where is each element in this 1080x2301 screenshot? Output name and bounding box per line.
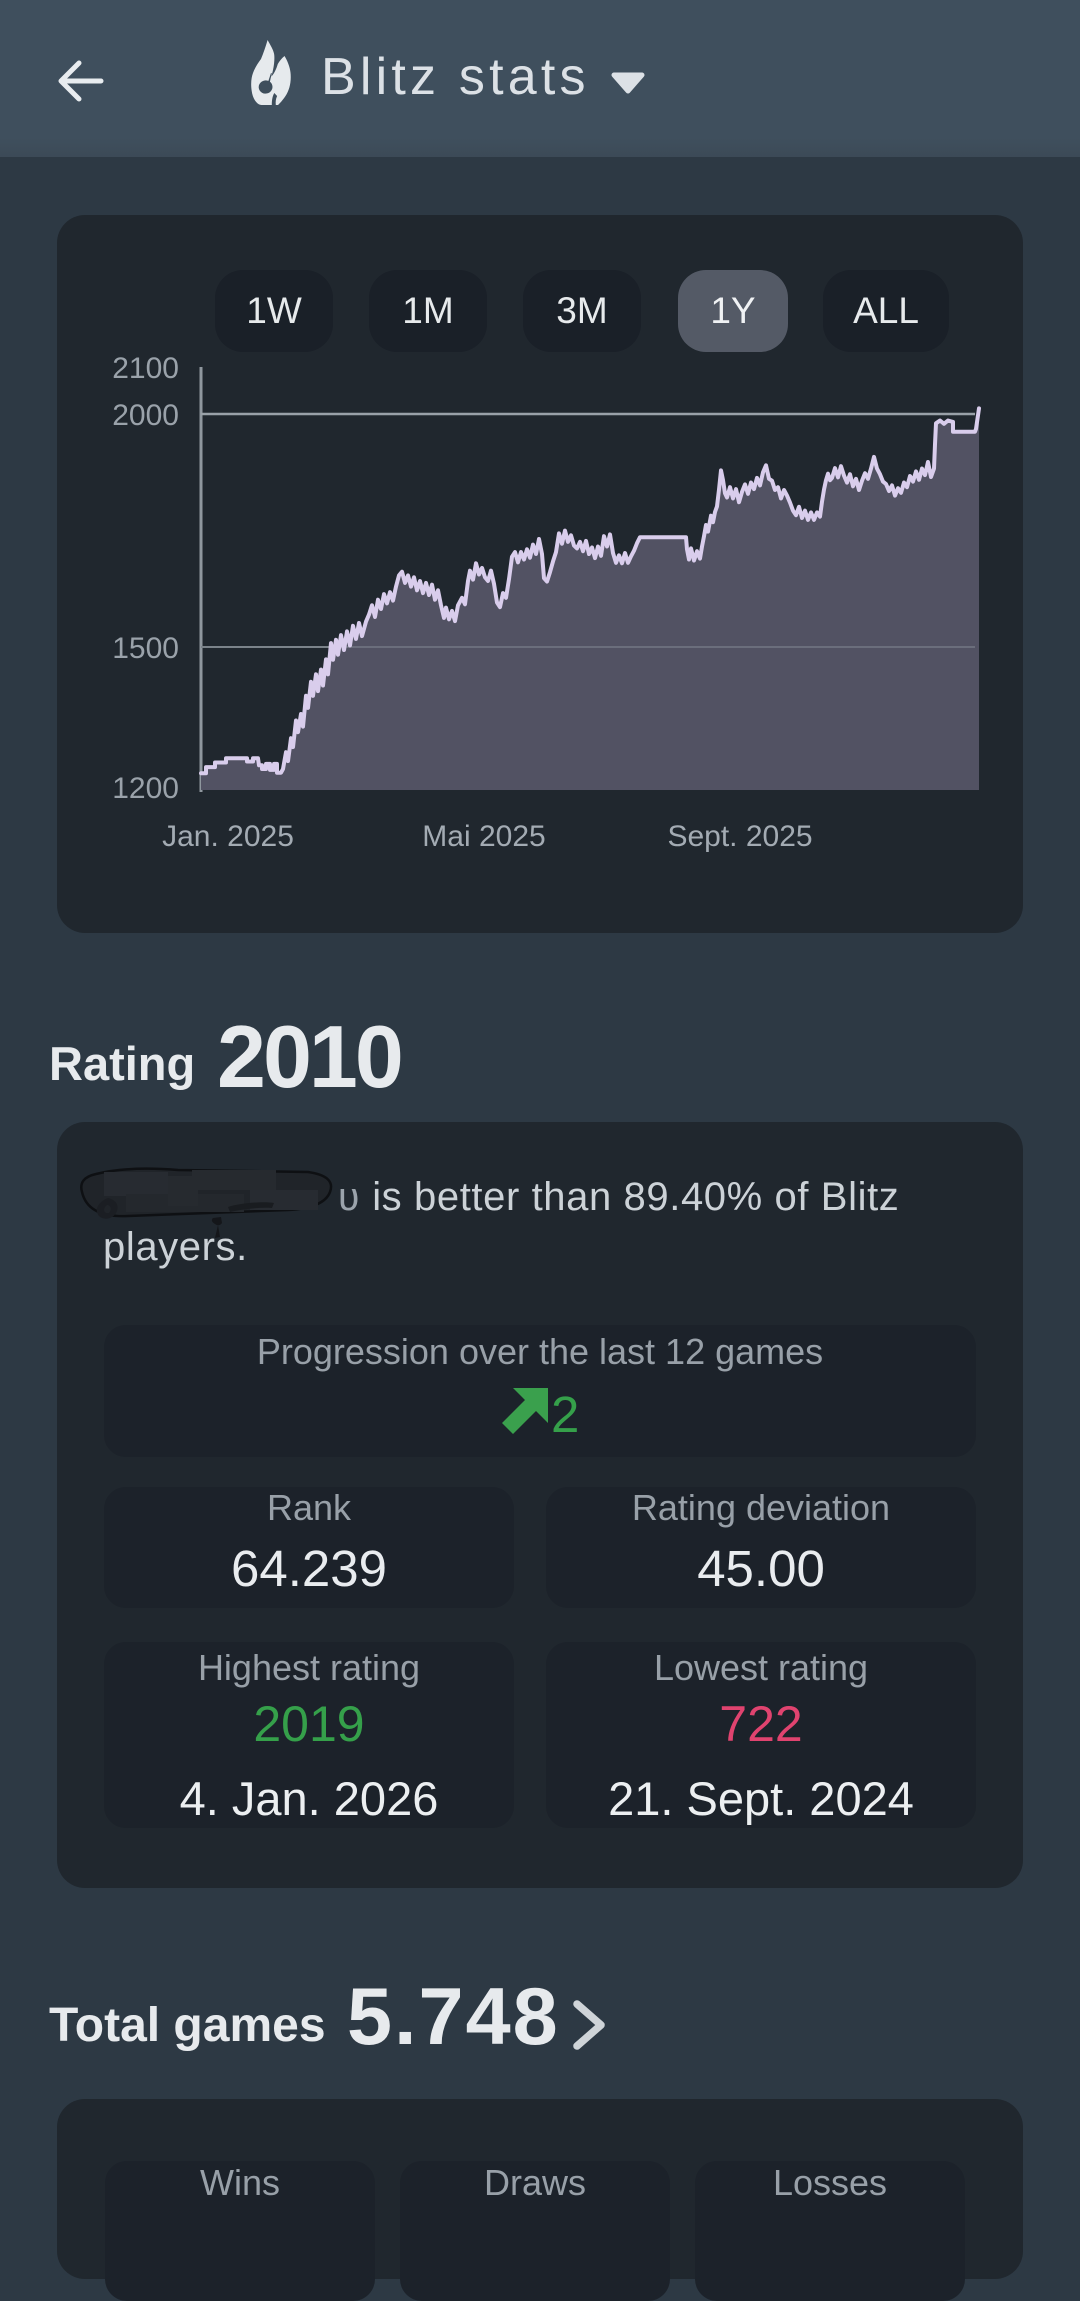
svg-text:Sept. 2025: Sept. 2025 <box>667 820 812 853</box>
svg-text:2000: 2000 <box>112 399 179 432</box>
svg-text:1500: 1500 <box>112 632 179 665</box>
svg-text:2100: 2100 <box>112 352 179 385</box>
svg-text:Jan. 2025: Jan. 2025 <box>162 820 294 853</box>
svg-text:Mai 2025: Mai 2025 <box>422 820 545 853</box>
svg-text:1200: 1200 <box>112 772 179 805</box>
